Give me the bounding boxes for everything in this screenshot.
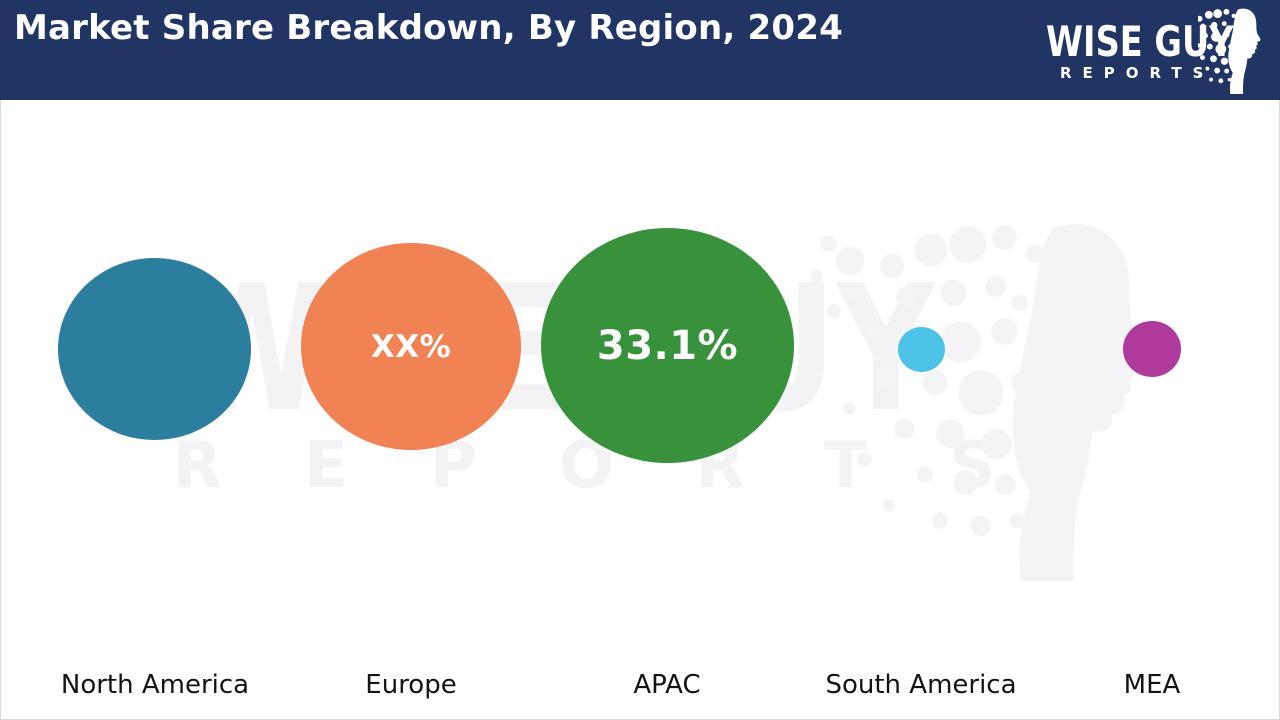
bubble-apac: 33.1% (541, 228, 794, 463)
bubble-value-label-europe: XX% (370, 328, 452, 365)
category-label-europe: Europe (365, 670, 457, 700)
header: Market Share Breakdown, By Region, 2024 … (0, 0, 1280, 100)
category-label-north-america: North America (60, 670, 250, 700)
category-label-south-america: South America (825, 670, 1017, 700)
logo-subtitle: REPORTS (1060, 64, 1215, 82)
wiseguy-logo: WISE GUY REPORTS (1040, 0, 1275, 100)
page-title: Market Share Breakdown, By Region, 2024 (14, 8, 843, 48)
bubble-chart: WISE GUY REPORTS XX% 33.1% North America… (0, 100, 1280, 720)
wiseguy-head-icon (1198, 8, 1261, 94)
bubble-value-label-apac: 33.1% (596, 322, 739, 369)
category-label-apac: APAC (633, 670, 701, 700)
bubble-north-america (58, 258, 251, 440)
bubble-mea (1123, 321, 1181, 377)
watermark-head-icon (810, 223, 1147, 581)
bubble-south-america (898, 327, 945, 372)
category-label-mea: MEA (1123, 670, 1181, 700)
bubble-europe: XX% (301, 243, 521, 450)
